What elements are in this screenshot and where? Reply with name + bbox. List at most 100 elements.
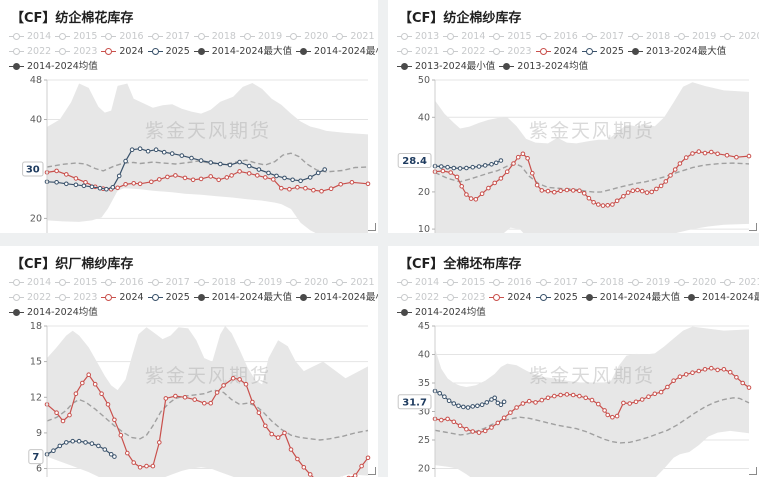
legend-label: 2016 [507,277,532,288]
legend-item-2014[interactable]: 2014 [443,29,485,44]
legend-item-2019[interactable]: 2019 [627,275,670,290]
legend-item-2015[interactable]: 2015 [443,275,485,290]
chart-panel: 【CF】全棉坯布库存 2014 2015 2016 2017 2018 2019 2020 2… [388,246,759,477]
legend-item-2022[interactable]: 2022 [9,44,51,59]
legend-label: 2014-2024最小值 [314,292,378,303]
legend-item-2017[interactable]: 2017 [147,29,190,44]
legend-marker-icon [239,279,255,286]
legend-label: 2013-2024均值 [517,61,589,72]
legend-item-2014[interactable]: 2014 [9,275,51,290]
legend-row: 2021 2022 2023 2024 2025 2013-2024最大值 [397,44,755,59]
y-axis-label: 15 [30,357,42,368]
series-y2024-markers [44,372,371,477]
legend-label: 2024 [119,46,144,57]
legend-item-2025[interactable]: 2025 [581,44,624,59]
legend-row: 2014 2015 2016 2017 2018 2019 2020 2021 [9,29,375,44]
legend-label: 2021 [350,277,375,288]
legend-label: 2017 [599,31,624,42]
chart-legend: 2013 2014 2015 2016 2017 2018 2019 2020 2021 2022… [397,29,759,74]
legend-item-2014[interactable]: 2014 [397,275,439,290]
legend-item-2013-2024最小值[interactable]: 2013-2024最小值 [397,59,495,74]
legend-item-2024[interactable]: 2024 [489,290,532,305]
legend-item-2013[interactable]: 2013 [397,29,439,44]
legend-item-2025[interactable]: 2025 [147,44,190,59]
legend-item-2018[interactable]: 2018 [193,29,236,44]
legend-label: 2014-2024最小值 [314,46,378,57]
legend-item-2014-2024均值[interactable]: 2014-2024均值 [9,305,98,320]
legend-marker-icon [193,48,209,55]
legend-item-2017[interactable]: 2017 [535,275,578,290]
legend-item-2019[interactable]: 2019 [239,275,282,290]
legend-label: 2023 [73,46,98,57]
legend-marker-icon [9,33,24,40]
legend-item-2015[interactable]: 2015 [55,29,97,44]
legend-item-2021[interactable]: 2021 [332,275,375,290]
legend-label: 2019 [257,31,283,42]
legend-item-2015[interactable]: 2015 [55,275,97,290]
legend-item-2014-2024均值[interactable]: 2014-2024均值 [397,305,486,320]
legend-item-2022[interactable]: 2022 [443,44,485,59]
resize-handle-icon[interactable] [368,467,376,475]
resize-handle-icon[interactable] [749,223,757,231]
resize-handle-icon[interactable] [368,223,376,231]
legend-item-2018[interactable]: 2018 [581,275,624,290]
legend-item-2023[interactable]: 2023 [489,44,532,59]
legend-item-2023[interactable]: 2023 [55,290,97,305]
legend-item-2016[interactable]: 2016 [101,29,144,44]
legend-item-2013-2024最大值[interactable]: 2013-2024最大值 [627,44,726,59]
legend-item-2014-2024最小值[interactable]: 2014-2024最小值 [684,290,759,305]
legend-label: 2021 [415,46,440,57]
legend-item-2016[interactable]: 2016 [535,29,578,44]
legend-marker-icon [101,294,117,301]
legend-item-2016[interactable]: 2016 [101,275,144,290]
legend-item-2025[interactable]: 2025 [535,290,578,305]
legend-label: 2018 [645,31,671,42]
series-y2025-markers [44,438,117,459]
resize-handle-icon[interactable] [749,467,757,475]
legend-item-2024[interactable]: 2024 [101,44,144,59]
y-axis-label: 25 [418,435,430,446]
legend-item-2022[interactable]: 2022 [9,290,51,305]
chart-legend: 2014 2015 2016 2017 2018 2019 2020 2021 2022 2023… [9,275,378,320]
legend-item-2021[interactable]: 2021 [720,275,759,290]
legend-item-2013-2024均值[interactable]: 2013-2024均值 [499,59,588,74]
legend-item-2020[interactable]: 2020 [286,275,328,290]
legend-item-2022[interactable]: 2022 [397,290,439,305]
legend-label: 2015 [73,277,98,288]
chart-canvas: 紫金天风期货4840201302-0603-1304-1805-2406-290… [22,75,371,233]
legend-item-2016[interactable]: 2016 [489,275,532,290]
legend-item-2024[interactable]: 2024 [535,44,578,59]
legend-item-2014-2024均值[interactable]: 2014-2024均值 [9,59,98,74]
legend-label: 2014-2024最小值 [702,292,759,303]
legend-item-2018[interactable]: 2018 [193,275,236,290]
y-axis-label: 50 [418,75,430,86]
legend-item-2014-2024最大值[interactable]: 2014-2024最大值 [193,44,292,59]
legend-item-2025[interactable]: 2025 [147,290,190,305]
series-y2024-markers [432,365,752,435]
legend-item-2019[interactable]: 2019 [239,29,283,44]
legend-item-2014-2024最小值[interactable]: 2014-2024最小值 [296,290,378,305]
legend-marker-icon [443,294,459,301]
legend-item-2021[interactable]: 2021 [397,44,439,59]
legend-item-2019[interactable]: 2019 [674,29,716,44]
legend-item-2015[interactable]: 2015 [489,29,532,44]
legend-item-2014-2024最大值[interactable]: 2014-2024最大值 [193,290,292,305]
legend-item-2023[interactable]: 2023 [55,44,97,59]
legend-item-2014-2024最小值[interactable]: 2014-2024最小值 [296,44,378,59]
y-axis-label: 12 [30,392,42,403]
legend-item-2023[interactable]: 2023 [443,290,485,305]
legend-item-2017[interactable]: 2017 [581,29,624,44]
legend-row: 2014-2024均值 [9,305,374,320]
chart-plot: 紫金天风期货181512963.610-0711-211801-2302-280… [9,321,374,477]
legend-item-2014[interactable]: 2014 [9,29,51,44]
legend-item-2017[interactable]: 2017 [147,275,190,290]
legend-row: 2022 2023 2024 2025 2014-2024最大值 2014-2024最小值 [9,44,378,59]
legend-item-2020[interactable]: 2020 [720,29,759,44]
legend-item-2020[interactable]: 2020 [674,275,716,290]
legend-item-2024[interactable]: 2024 [101,290,144,305]
chart-panel: 【CF】纺企棉花库存 2014 2015 2016 2017 2018 2019 2020 2… [0,0,378,233]
legend-item-2020[interactable]: 2020 [286,29,328,44]
legend-item-2014-2024最大值[interactable]: 2014-2024最大值 [581,290,680,305]
legend-item-2018[interactable]: 2018 [627,29,671,44]
legend-item-2021[interactable]: 2021 [332,29,375,44]
